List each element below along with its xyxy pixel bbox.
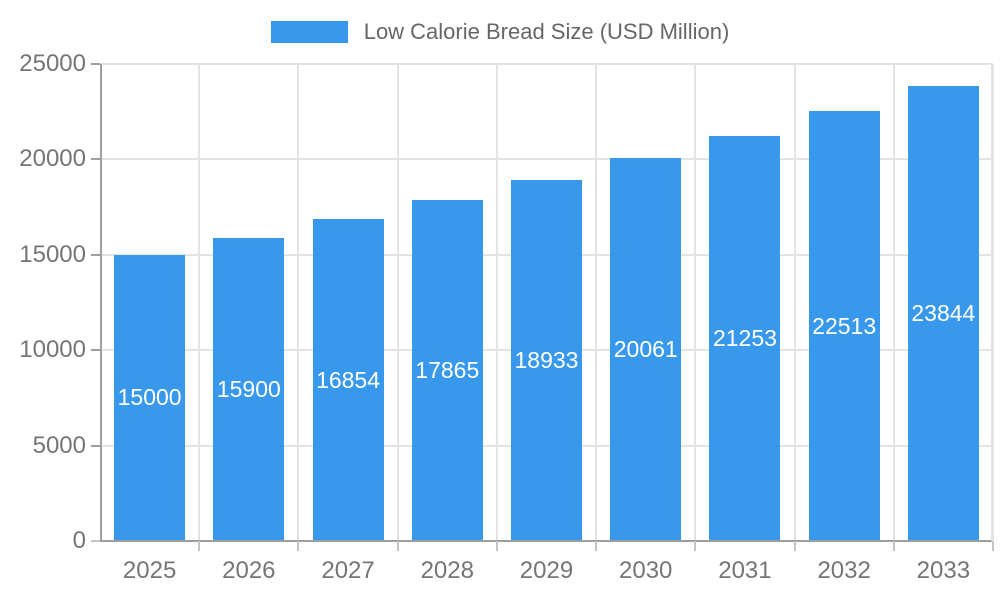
y-axis-tick (91, 444, 100, 447)
bar-2033[interactable]: 23844 (907, 86, 979, 541)
gridline-vertical (892, 64, 895, 541)
bar-2029[interactable]: 18933 (511, 179, 582, 541)
bar-value-label: 20061 (613, 336, 678, 363)
x-tick-label: 2026 (222, 557, 276, 584)
y-axis-tick (91, 540, 100, 542)
x-tick-label: 2032 (817, 557, 871, 584)
x-tick-label: 2031 (718, 557, 772, 584)
y-axis-tick (91, 158, 100, 161)
gridline-vertical (595, 64, 598, 541)
y-tick-label: 15000 (19, 240, 86, 268)
gridline-horizontal (100, 63, 993, 65)
x-axis-tick (396, 541, 399, 551)
gridline-vertical (495, 64, 498, 541)
gridline-horizontal (100, 158, 993, 161)
legend-swatch-icon (270, 21, 348, 43)
x-axis-tick (198, 541, 201, 551)
y-tick-label: 5000 (32, 431, 86, 459)
bar-2025[interactable]: 15000 (114, 254, 186, 541)
x-axis-tick (595, 541, 598, 551)
bar-value-label: 15900 (216, 375, 281, 402)
plot-right-border (991, 64, 993, 541)
bar-value-label: 21253 (712, 324, 777, 351)
y-tick-label: 10000 (19, 336, 86, 364)
gridline-vertical (694, 64, 697, 541)
x-axis-tick (793, 541, 796, 551)
bar-value-label: 23844 (911, 300, 976, 327)
y-axis-tick (91, 253, 100, 256)
bar-value-label: 22513 (812, 312, 877, 339)
x-axis-tick (992, 541, 994, 551)
x-tick-label: 2029 (519, 557, 574, 584)
y-tick-label: 25000 (19, 50, 86, 77)
legend[interactable]: Low Calorie Bread Size (USD Million) (0, 19, 1000, 45)
bar-value-label: 15000 (117, 384, 182, 411)
y-axis-line (100, 64, 102, 541)
bar-2031[interactable]: 21253 (709, 135, 781, 541)
gridline-vertical (793, 64, 796, 541)
bar-2026[interactable]: 15900 (213, 237, 285, 541)
bar-2032[interactable]: 22513 (808, 111, 880, 541)
bar-value-label: 16854 (316, 366, 381, 393)
x-axis-tick (495, 541, 498, 551)
gridline-vertical (297, 64, 300, 541)
gridline-vertical (198, 64, 201, 541)
x-axis-line (100, 540, 993, 542)
x-tick-label: 2028 (420, 557, 474, 584)
bar-value-label: 18933 (514, 346, 579, 373)
plot-area: 15000 15900 16854 17865 18933 20061 21253 22513… (100, 63, 994, 542)
x-tick-label: 2027 (321, 557, 375, 584)
x-tick-label: 2033 (916, 557, 971, 584)
gridline-vertical (992, 64, 994, 541)
gridline-vertical (396, 64, 399, 541)
x-axis-tick (694, 541, 697, 551)
x-tick-label: 2025 (122, 557, 177, 584)
bar-2028[interactable]: 17865 (411, 200, 483, 541)
y-tick-label: 0 (72, 527, 86, 554)
y-axis-tick (91, 63, 100, 65)
x-axis-tick (297, 541, 300, 551)
bar-2027[interactable]: 16854 (312, 219, 384, 541)
bar-value-label: 17865 (415, 357, 480, 384)
bar-2030[interactable]: 20061 (610, 158, 682, 541)
x-tick-label: 2030 (619, 557, 673, 584)
x-axis-tick (892, 541, 895, 551)
y-tick-label: 20000 (19, 145, 86, 173)
y-axis-tick (91, 349, 100, 352)
legend-label: Low Calorie Bread Size (USD Million) (363, 19, 730, 44)
